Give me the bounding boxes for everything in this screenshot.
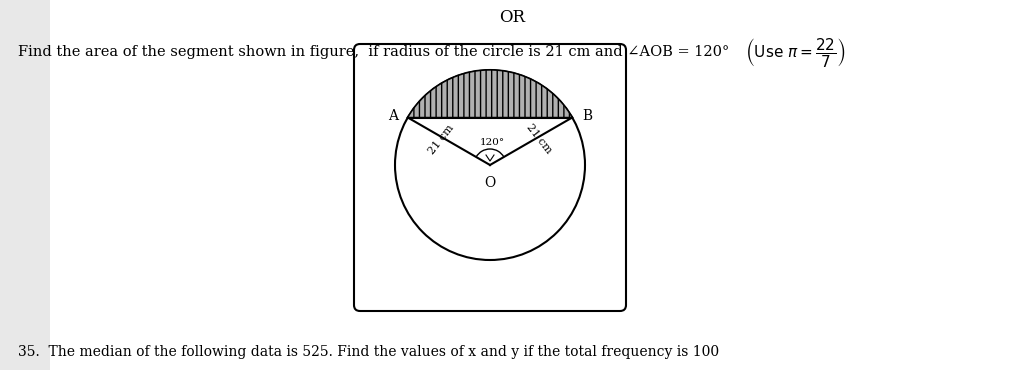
Polygon shape (408, 70, 572, 118)
Text: 21 cm: 21 cm (524, 122, 554, 156)
Text: A: A (388, 108, 397, 122)
Text: B: B (583, 108, 593, 122)
FancyBboxPatch shape (354, 44, 626, 311)
Text: 21 cm: 21 cm (426, 122, 456, 156)
Text: OR: OR (499, 10, 525, 27)
Text: Find the area of the segment shown in figure,  if radius of the circle is 21 cm : Find the area of the segment shown in fi… (18, 45, 729, 59)
Text: 120°: 120° (479, 138, 505, 147)
Text: 35.  The median of the following data is 525. Find the values of x and y if the : 35. The median of the following data is … (18, 345, 719, 359)
FancyBboxPatch shape (0, 0, 50, 370)
Text: $\left(\mathrm{Use}\ \pi = \dfrac{22}{7}\right)$: $\left(\mathrm{Use}\ \pi = \dfrac{22}{7}… (745, 36, 846, 68)
Text: O: O (484, 176, 496, 190)
